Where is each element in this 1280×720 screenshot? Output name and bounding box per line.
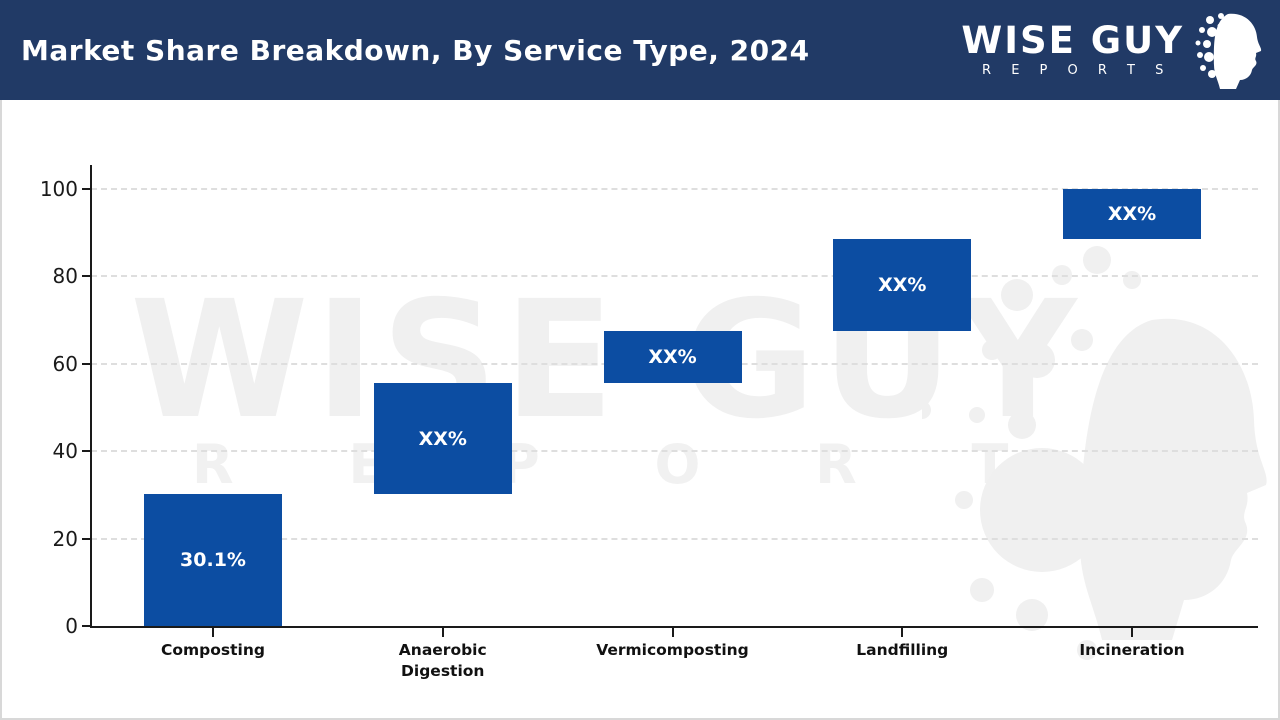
x-tick-label: Landfilling bbox=[856, 641, 949, 659]
bar-value-label: 30.1% bbox=[180, 549, 246, 572]
chart-area: WISE GUY R E P O R T S 0 20 40 60 80 100 30.1%… bbox=[0, 100, 1280, 720]
bar-value-label: XX% bbox=[878, 274, 927, 297]
gridline bbox=[91, 188, 1258, 190]
x-tick-label: Incineration bbox=[1079, 641, 1185, 659]
watermark-head-icon bbox=[922, 246, 1267, 660]
plot: 0 20 40 60 80 100 30.1% Composting XX% Anaerobic D… bbox=[2, 100, 1278, 718]
logo-reports-text: R E P O R T S bbox=[982, 63, 1172, 78]
x-axis-tick bbox=[671, 628, 674, 637]
y-axis-tick bbox=[82, 537, 91, 540]
x-axis-tick bbox=[441, 628, 444, 637]
y-tick-label: 0 bbox=[65, 614, 78, 638]
y-tick-label: 20 bbox=[52, 526, 78, 551]
x-axis-tick bbox=[1131, 628, 1133, 637]
logo-head-icon bbox=[1195, 13, 1262, 89]
gridline bbox=[91, 275, 1258, 278]
wise-guy-logo: WISE GUY R E P O R T S bbox=[961, 10, 1264, 90]
y-axis-tick bbox=[82, 362, 91, 365]
bar-segment: XX% bbox=[833, 239, 972, 332]
bar-value-label: XX% bbox=[648, 346, 697, 369]
y-tick-label: 100 bbox=[39, 177, 78, 201]
y-tick-label: 80 bbox=[52, 264, 78, 289]
bar-segment: XX% bbox=[373, 383, 512, 495]
x-tick-label: Vermicomposting bbox=[596, 641, 749, 659]
y-axis-tick bbox=[82, 450, 91, 453]
x-tick-label: Anaerobic Digestion bbox=[398, 641, 487, 680]
x-tick-label: Composting bbox=[161, 641, 265, 659]
y-axis-tick bbox=[82, 188, 91, 190]
x-axis-tick bbox=[901, 628, 904, 637]
y-tick-label: 40 bbox=[52, 439, 78, 464]
y-axis-tick bbox=[82, 625, 91, 627]
y-axis-tick bbox=[82, 275, 91, 278]
x-axis bbox=[90, 626, 1258, 628]
y-tick-label: 60 bbox=[52, 351, 78, 376]
y-axis bbox=[90, 165, 92, 628]
gridline bbox=[91, 537, 1258, 540]
bar-segment: XX% bbox=[603, 331, 742, 384]
x-axis-tick bbox=[212, 628, 214, 637]
logo-wiseguy-text: WISE GUY bbox=[961, 19, 1184, 62]
bar-value-label: XX% bbox=[418, 427, 467, 450]
bar-segment: XX% bbox=[1063, 189, 1201, 240]
bar-segment: 30.1% bbox=[144, 494, 282, 626]
gridline bbox=[91, 450, 1258, 453]
chart-title: Market Share Breakdown, By Service Type,… bbox=[21, 33, 810, 67]
bar-value-label: XX% bbox=[1107, 203, 1157, 226]
header-bar: Market Share Breakdown, By Service Type,… bbox=[0, 0, 1280, 100]
logo-text: WISE GUY R E P O R T S bbox=[961, 22, 1184, 78]
